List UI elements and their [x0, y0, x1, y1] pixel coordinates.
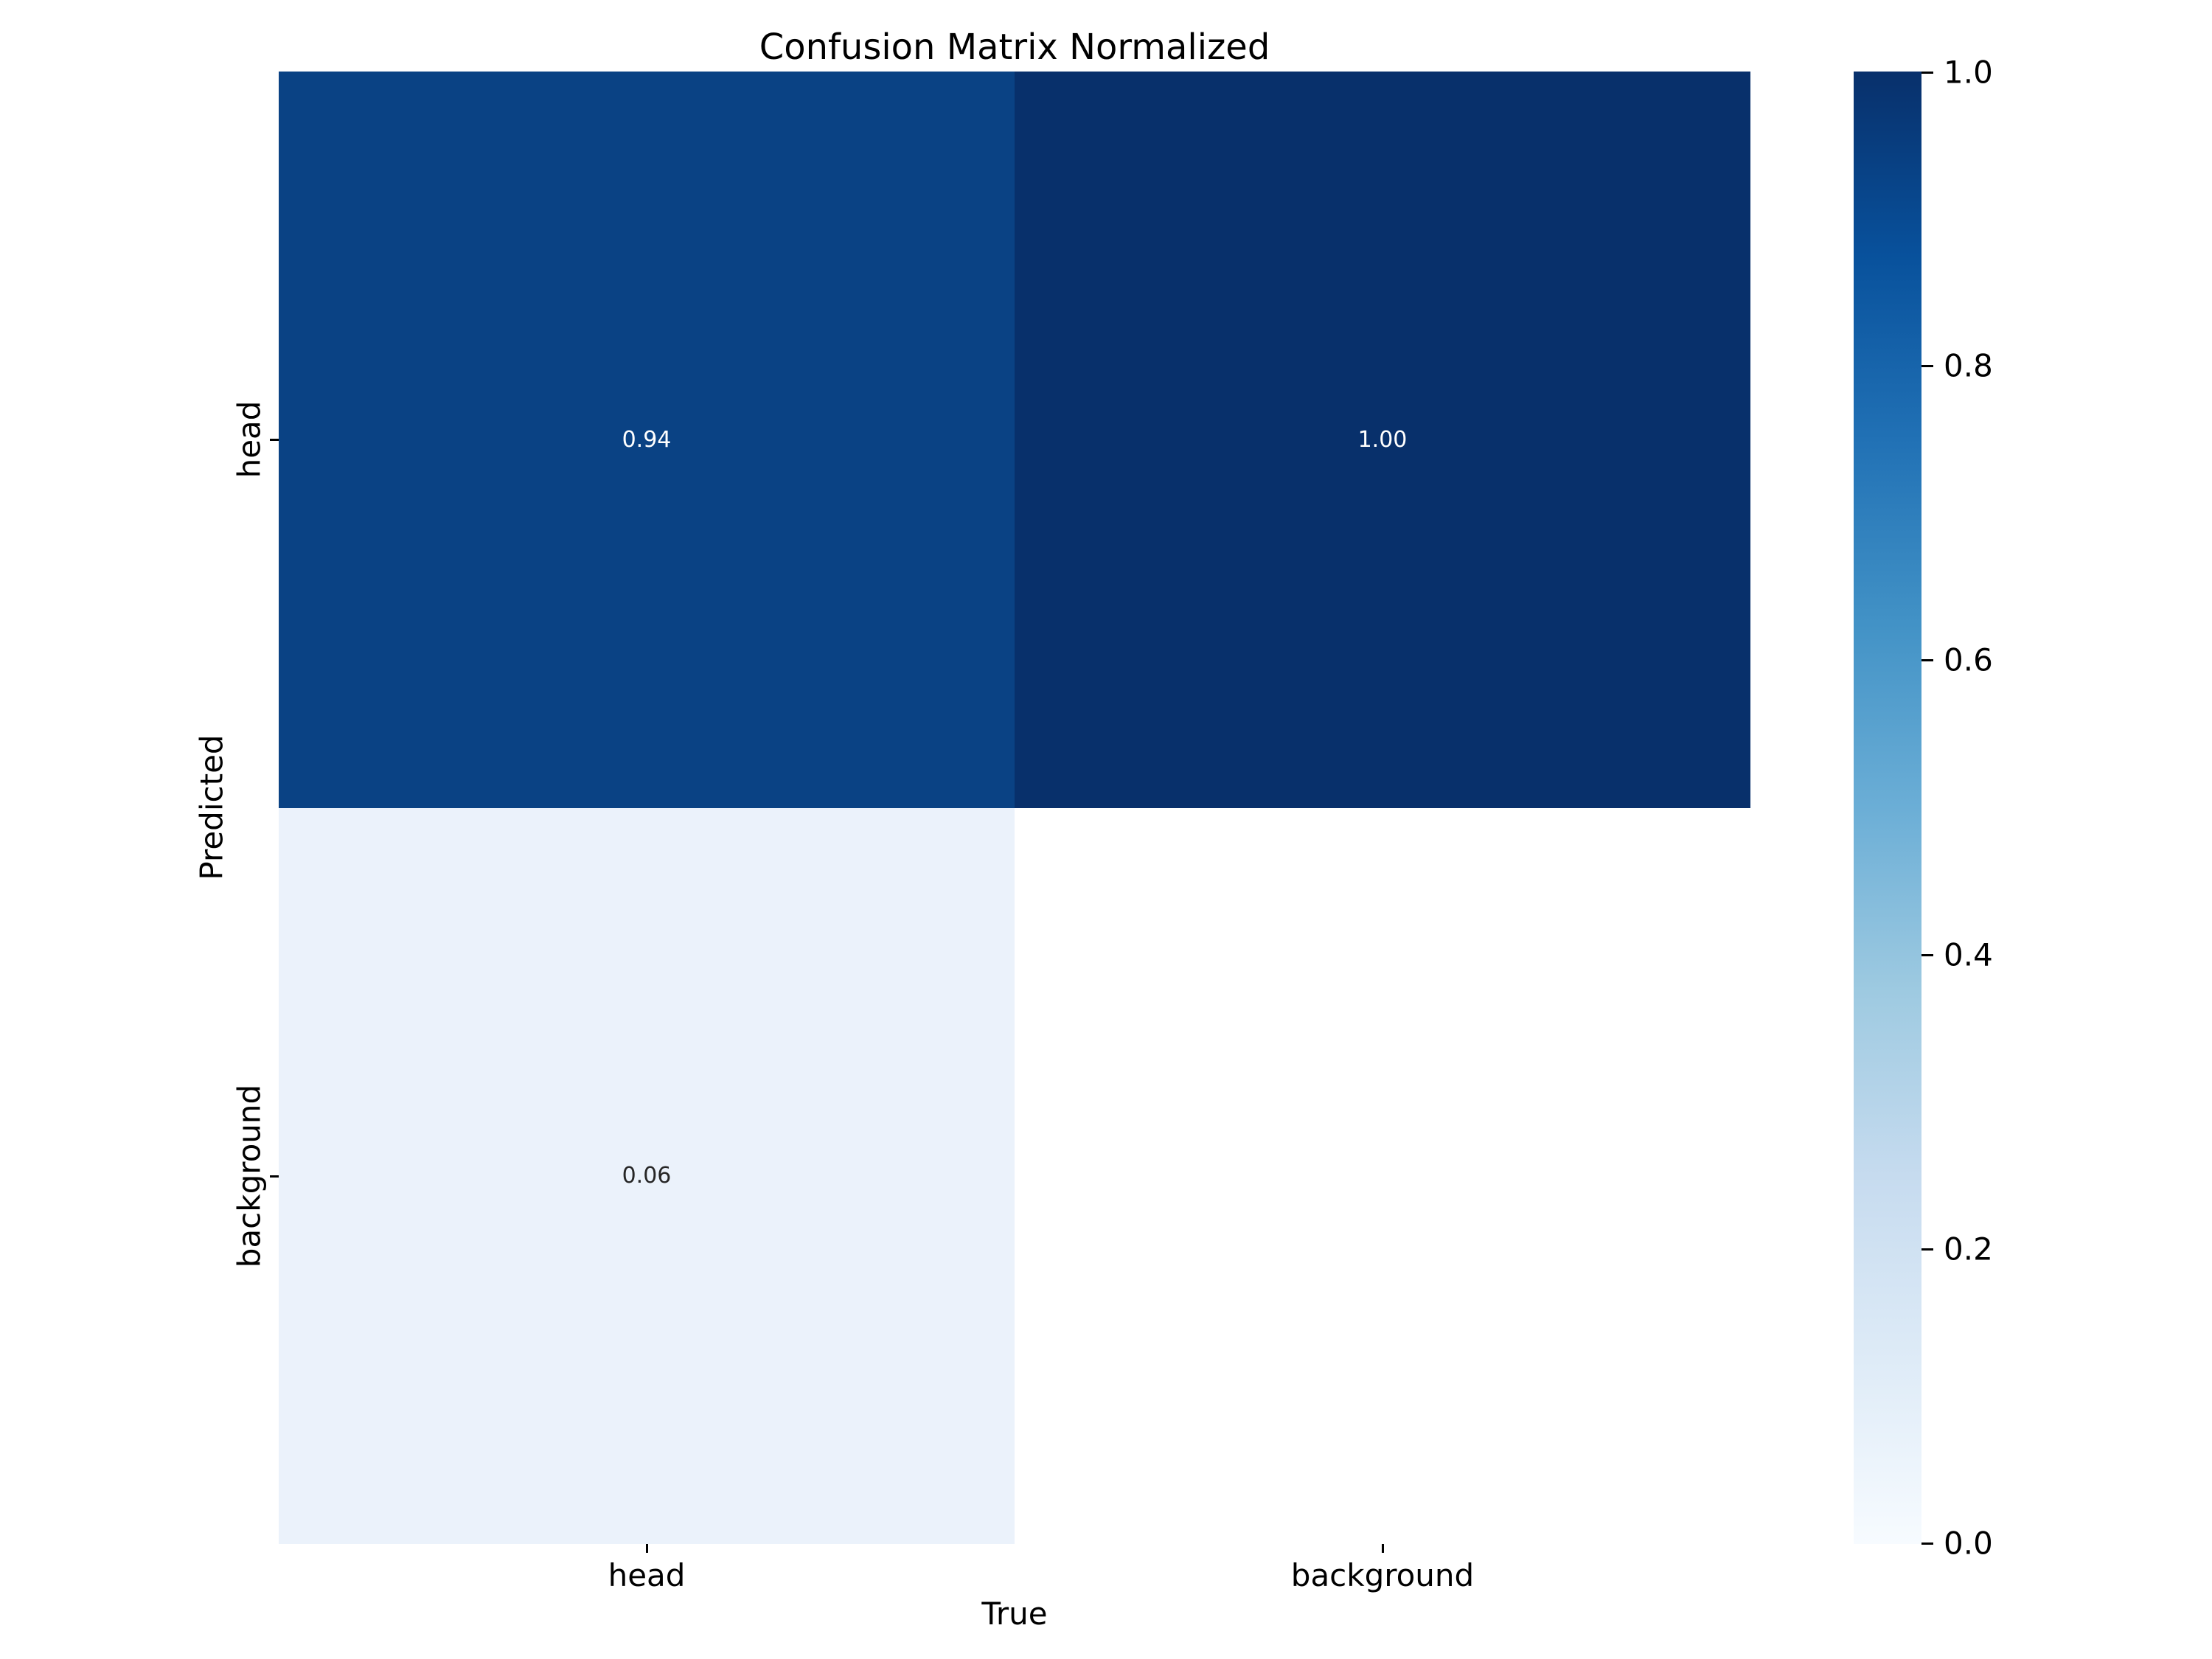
x-tick-label-background: background [1290, 1557, 1475, 1593]
colorbar-tick-label: 0.4 [1944, 936, 1993, 973]
colorbar-tick-label: 0.0 [1944, 1525, 1993, 1562]
y-tick-mark [270, 439, 279, 441]
colorbar-tick-label: 0.2 [1944, 1231, 1993, 1267]
y-axis-label: Predicted [193, 734, 230, 880]
colorbar-tick-mark [1921, 954, 1933, 956]
x-axis-label: True [981, 1596, 1048, 1632]
heatmap-cell-pred-head-true-background: 1.00 [1015, 72, 1750, 808]
colorbar-tick-mark [1921, 1248, 1933, 1251]
cell-value: 0.94 [622, 426, 672, 453]
heatmap-cell-pred-background-true-background [1015, 807, 1750, 1544]
x-tick-mark [646, 1544, 648, 1553]
cell-value: 1.00 [1357, 426, 1408, 453]
y-tick-label-background: background [231, 1084, 268, 1268]
colorbar-tick-label: 1.0 [1944, 54, 1993, 91]
chart-title: Confusion Matrix Normalized [759, 27, 1270, 68]
colorbar-tick-label: 0.6 [1944, 641, 1993, 678]
y-tick-mark [270, 1175, 279, 1178]
x-tick-label-head: head [608, 1557, 686, 1593]
colorbar-tick-mark [1921, 72, 1933, 74]
colorbar-tick-mark [1921, 1543, 1933, 1545]
colorbar-tick-mark [1921, 659, 1933, 661]
heatmap-cell-pred-head-true-head: 0.94 [279, 72, 1015, 808]
heatmap: 0.94 1.00 0.06 [279, 72, 1750, 1544]
colorbar-tick-label: 0.8 [1944, 347, 1993, 384]
x-tick-mark [1382, 1544, 1384, 1553]
y-tick-label-head: head [231, 400, 268, 479]
colorbar-gradient [1854, 72, 1921, 1544]
heatmap-cell-pred-background-true-head: 0.06 [279, 807, 1015, 1544]
cell-value: 0.06 [622, 1163, 672, 1189]
colorbar-tick-mark [1921, 365, 1933, 367]
